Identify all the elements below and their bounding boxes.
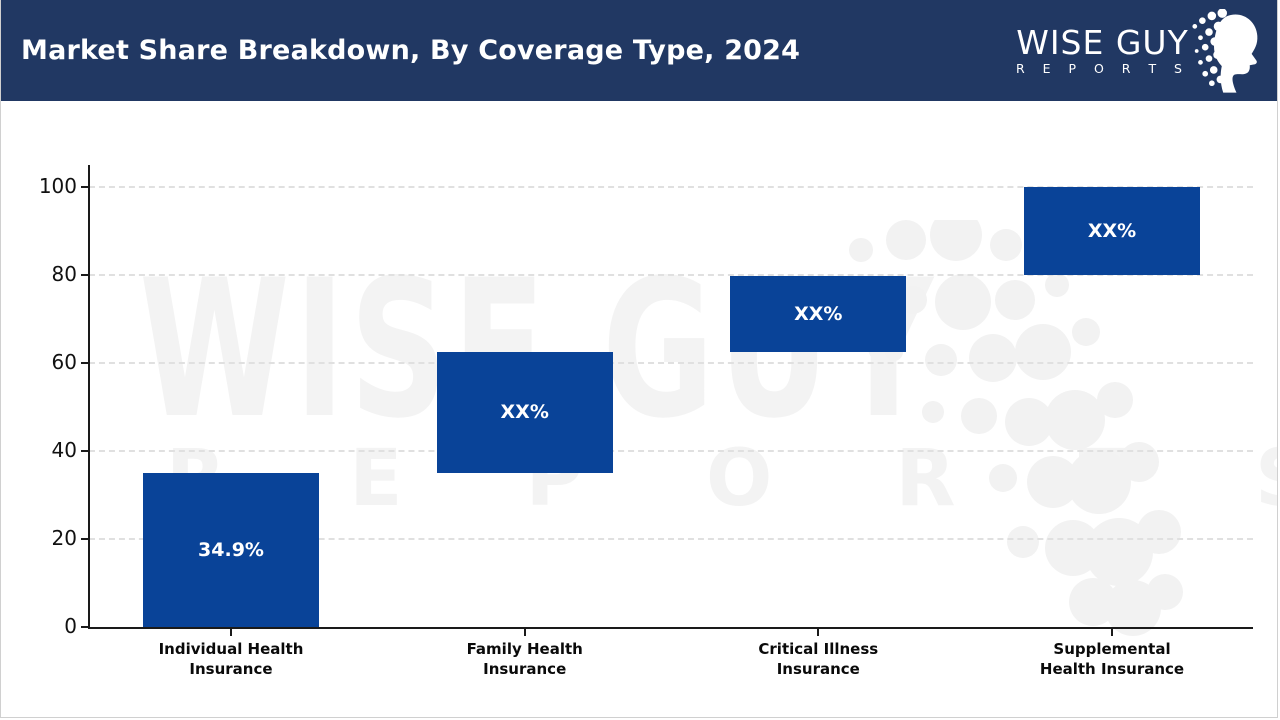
watermark-face-dots-icon — [849, 220, 1183, 636]
y-tick-label: 60 — [51, 350, 77, 374]
bar-value-label: XX% — [794, 302, 843, 325]
x-tick — [230, 629, 232, 636]
x-category-label: Individual Health Insurance — [111, 639, 351, 679]
gridline-80 — [89, 274, 1253, 276]
bar-supplemental-health-insurance: XX% — [1024, 187, 1200, 275]
y-axis-spine — [88, 165, 90, 628]
x-axis-spine — [88, 627, 1253, 629]
x-category-label: Supplemental Health Insurance — [992, 639, 1232, 679]
y-tick — [81, 362, 88, 364]
x-category-label-line: Health Insurance — [1039, 660, 1185, 678]
x-tick — [523, 629, 526, 636]
x-category-label-line: Supplemental — [1053, 640, 1171, 658]
y-tick-label: 20 — [51, 526, 77, 550]
page-title: Market Share Breakdown, By Coverage Type… — [21, 35, 801, 66]
bar-value-label: XX% — [1087, 220, 1137, 242]
y-tick-label: 100 — [38, 174, 77, 198]
gridline-60 — [89, 362, 1253, 364]
logo-subtext: R E P O R T S — [1015, 60, 1189, 76]
y-tick — [81, 186, 88, 188]
header: Market Share Breakdown, By Coverage Type… — [1, 0, 1277, 101]
y-tick — [81, 450, 88, 452]
bar-individual-health-insurance: 34.9% — [143, 473, 319, 627]
x-category-label: Family Health Insurance — [405, 639, 645, 679]
gridline-100 — [89, 186, 1253, 188]
gridline-40 — [89, 450, 1253, 452]
x-category-label-line: Family Health — [466, 640, 583, 658]
logo-face-icon — [1192, 8, 1258, 93]
y-tick-label: 0 — [64, 614, 77, 638]
x-category-label-line: Individual Health — [158, 640, 304, 658]
logo-wordmark: WISE GUY — [1016, 22, 1189, 62]
bar-family-health-insurance: XX% — [436, 351, 613, 473]
bar-value-label: 34.9% — [198, 539, 264, 562]
x-category-label-line: Critical Illness — [758, 640, 879, 658]
x-tick — [817, 629, 820, 636]
y-tick — [81, 274, 88, 276]
logo: WISE GUY R E P O R T S — [1015, 8, 1263, 93]
bar-critical-illness-insurance: XX% — [730, 275, 907, 352]
x-tick — [1111, 629, 1113, 636]
logo-text: WISE GUY R E P O R T S — [1015, 22, 1189, 76]
y-tick — [81, 538, 88, 540]
y-tick-label: 80 — [51, 262, 77, 286]
x-category-label-line: Insurance — [189, 660, 273, 678]
gridline-20 — [89, 538, 1253, 540]
y-tick — [81, 626, 88, 628]
y-tick-label: 40 — [51, 438, 77, 462]
x-category-label: Critical Illness Insurance — [698, 639, 938, 679]
x-category-label-line: Insurance — [776, 660, 860, 678]
x-category-label-line: Insurance — [483, 660, 567, 678]
bar-value-label: XX% — [500, 401, 549, 424]
